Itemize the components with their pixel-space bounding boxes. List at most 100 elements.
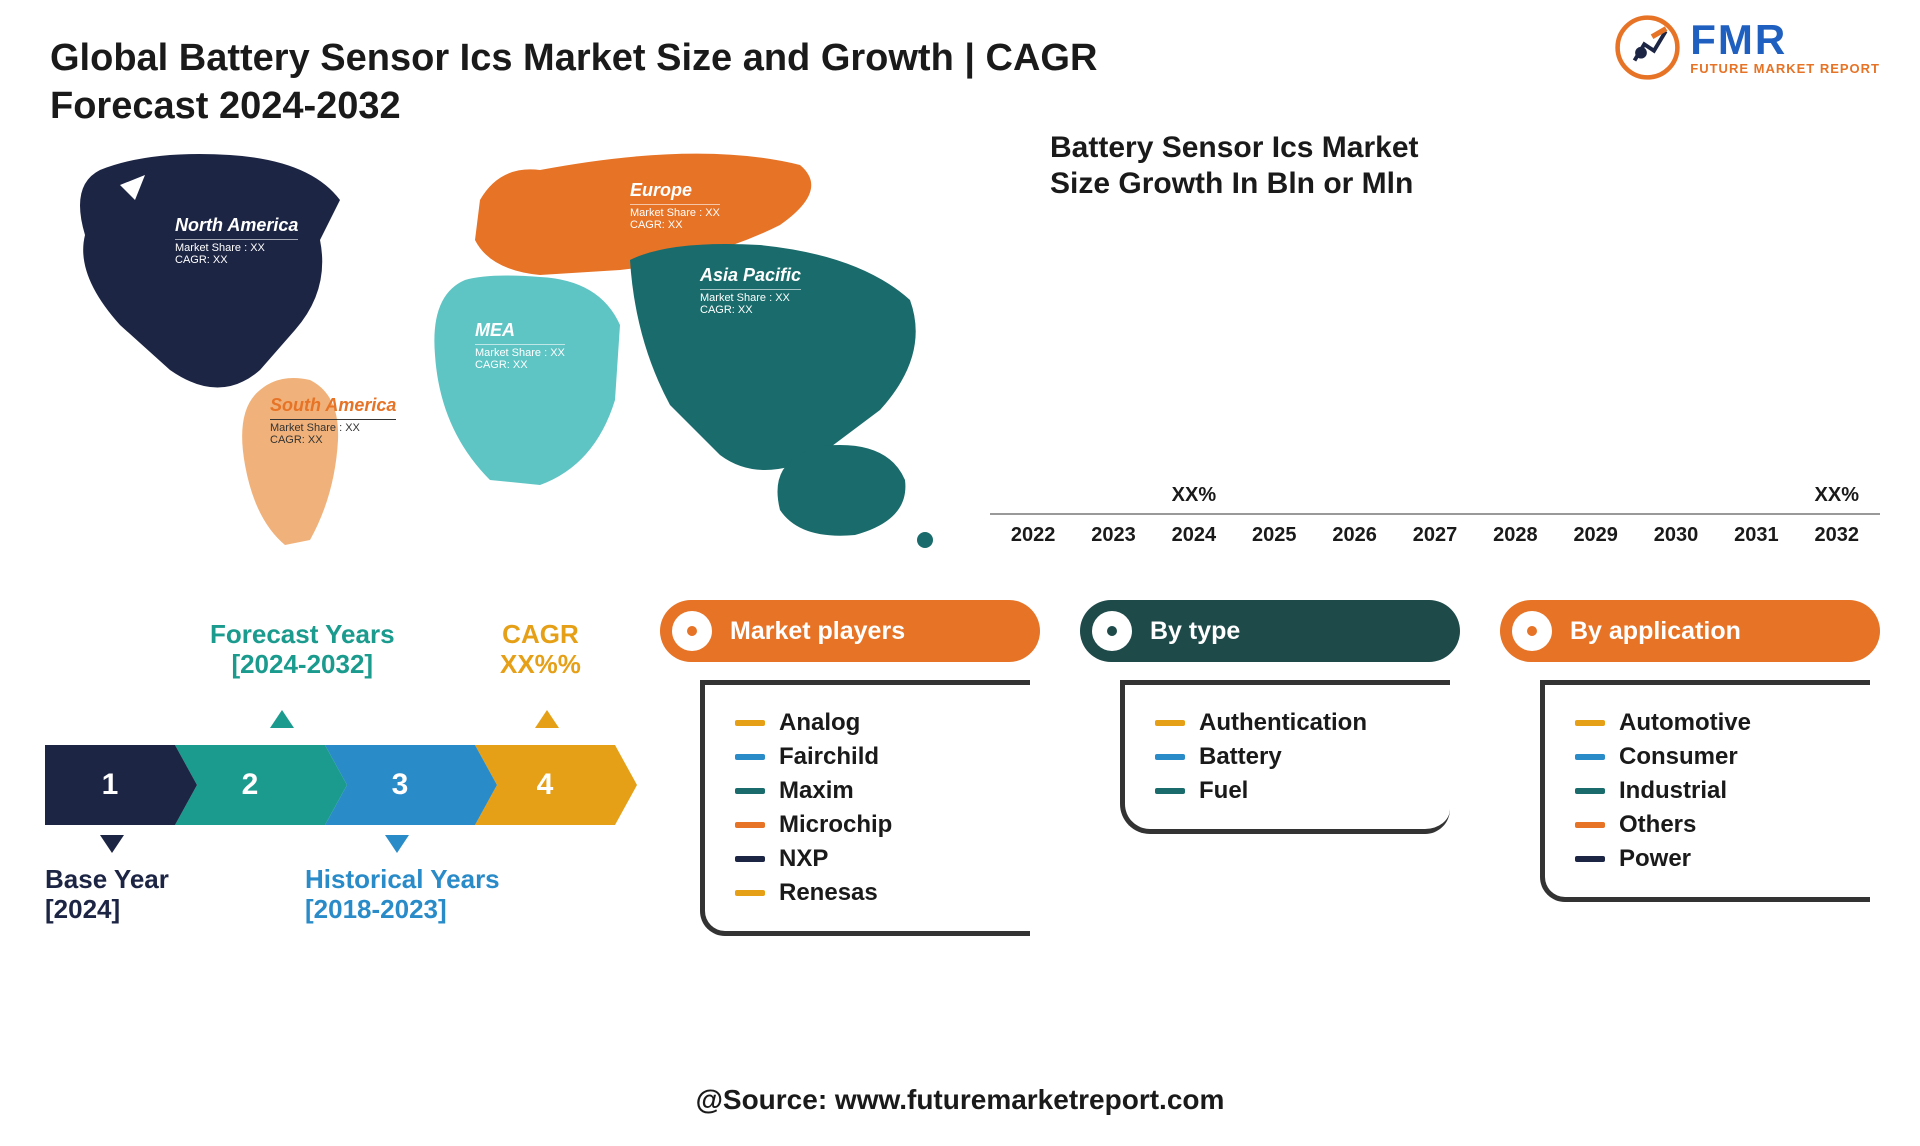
historical-label: Historical Years [2018-2023] [305, 865, 500, 925]
list-text: Renesas [779, 879, 878, 907]
pill-dot-icon [1092, 611, 1132, 651]
tick-icon [735, 754, 765, 760]
list-text: Fairchild [779, 743, 879, 771]
list-text: Fuel [1199, 777, 1248, 805]
base-label: Base Year [2024] [45, 865, 169, 925]
category-column: By application Automotive Consumer Industri… [1500, 600, 1880, 1030]
bar-year-label: 2032 [1815, 524, 1860, 547]
category-pill: By application [1500, 600, 1880, 662]
tick-icon [1575, 720, 1605, 726]
list-item: Others [1575, 811, 1850, 839]
tick-icon [735, 890, 765, 896]
ap-label: Asia Pacific Market Share : XXCAGR: XX [700, 265, 801, 316]
list-item: Fairchild [735, 743, 1010, 771]
categories: Market players Analog Fairchild Maxim Microc… [660, 600, 1880, 1030]
chevron: 1 [45, 745, 175, 825]
bracket: Analog Fairchild Maxim Microchip NXP Renesas [700, 680, 1030, 936]
bar-top-label: XX% [1815, 484, 1859, 507]
tick-icon [1575, 856, 1605, 862]
world-map: North America Market Share : XXCAGR: XX … [60, 145, 940, 555]
tick-icon [1155, 754, 1185, 760]
list-text: Consumer [1619, 743, 1738, 771]
bar-year-label: 2029 [1573, 524, 1618, 547]
timeline: Forecast Years [2024-2032] CAGR XX%% 123… [45, 600, 625, 1000]
bracket: Authentication Battery Fuel [1120, 680, 1450, 834]
category-column: Market players Analog Fairchild Maxim Microc… [660, 600, 1040, 1030]
arrow-down-base [100, 835, 124, 853]
pill-title: Market players [730, 617, 905, 646]
chevron: 3 [325, 745, 475, 825]
australia-shape [778, 445, 906, 536]
growth-bar-chart: Battery Sensor Ics Market Size Growth In… [990, 130, 1880, 560]
bar-top-label: XX% [1172, 484, 1216, 507]
bar-year-label: 2024 [1172, 524, 1217, 547]
category-column: By type Authentication Battery Fuel [1080, 600, 1460, 1030]
list-item: Maxim [735, 777, 1010, 805]
pill-title: By application [1570, 617, 1741, 646]
bar-year-label: 2027 [1413, 524, 1458, 547]
tick-icon [735, 720, 765, 726]
list-text: Others [1619, 811, 1696, 839]
arrow-up-forecast [270, 710, 294, 728]
list-text: NXP [779, 845, 828, 873]
north-america-shape [80, 154, 340, 388]
list-item: Battery [1155, 743, 1430, 771]
list-item: Industrial [1575, 777, 1850, 805]
sa-label: South America Market Share : XXCAGR: XX [270, 395, 396, 446]
bar-year-label: 2031 [1734, 524, 1779, 547]
pill-title: By type [1150, 617, 1240, 646]
fmr-logo: FMR FUTURE MARKET REPORT [1615, 15, 1880, 80]
bar-year-label: 2030 [1654, 524, 1699, 547]
list-text: Industrial [1619, 777, 1727, 805]
bar-year-label: 2025 [1252, 524, 1297, 547]
list-item: Power [1575, 845, 1850, 873]
page-title: Global Battery Sensor Ics Market Size an… [50, 35, 1250, 130]
tick-icon [1575, 788, 1605, 794]
list-item: Authentication [1155, 709, 1430, 737]
list-text: Maxim [779, 777, 854, 805]
chart-title: Battery Sensor Ics Market Size Growth In… [1050, 130, 1450, 202]
pill-dot-icon [672, 611, 712, 651]
pill-dot-icon [1512, 611, 1552, 651]
mea-label: MEA Market Share : XXCAGR: XX [475, 320, 565, 371]
eu-label: Europe Market Share : XXCAGR: XX [630, 180, 720, 231]
bar-year-label: 2026 [1332, 524, 1377, 547]
list-item: Automotive [1575, 709, 1850, 737]
source-text: @Source: www.futuremarketreport.com [696, 1084, 1225, 1116]
tick-icon [735, 788, 765, 794]
list-text: Power [1619, 845, 1691, 873]
list-item: Analog [735, 709, 1010, 737]
list-item: Microchip [735, 811, 1010, 839]
bar-year-label: 2022 [1011, 524, 1056, 547]
arrow-down-hist [385, 835, 409, 853]
list-text: Analog [779, 709, 860, 737]
telescope-icon [1615, 15, 1680, 80]
nz-shape [917, 532, 933, 548]
bar-year-label: 2023 [1091, 524, 1136, 547]
logo-main-text: FMR [1690, 19, 1880, 61]
list-text: Battery [1199, 743, 1282, 771]
tick-icon [735, 856, 765, 862]
chevron: 2 [175, 745, 325, 825]
na-label: North America Market Share : XXCAGR: XX [175, 215, 298, 266]
list-item: Fuel [1155, 777, 1430, 805]
list-item: NXP [735, 845, 1010, 873]
logo-sub-text: FUTURE MARKET REPORT [1690, 61, 1880, 76]
list-item: Renesas [735, 879, 1010, 907]
forecast-label: Forecast Years [2024-2032] [210, 620, 395, 680]
tick-icon [1575, 822, 1605, 828]
tick-icon [1575, 754, 1605, 760]
list-text: Authentication [1199, 709, 1367, 737]
list-item: Consumer [1575, 743, 1850, 771]
list-text: Automotive [1619, 709, 1751, 737]
bar-year-label: 2028 [1493, 524, 1538, 547]
category-pill: By type [1080, 600, 1460, 662]
tick-icon [1155, 788, 1185, 794]
mea-shape [434, 276, 620, 485]
tick-icon [735, 822, 765, 828]
category-pill: Market players [660, 600, 1040, 662]
cagr-label: CAGR XX%% [500, 620, 581, 680]
arrow-up-cagr [535, 710, 559, 728]
tick-icon [1155, 720, 1185, 726]
bracket: Automotive Consumer Industrial Others Power [1540, 680, 1870, 902]
